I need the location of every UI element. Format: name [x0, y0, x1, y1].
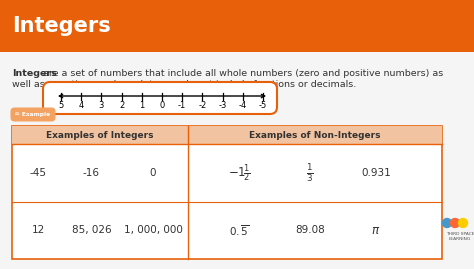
Text: Examples of Integers: Examples of Integers [46, 130, 154, 140]
Text: 0: 0 [150, 168, 156, 178]
Text: Integers: Integers [12, 69, 57, 78]
Text: 0: 0 [159, 101, 164, 111]
FancyBboxPatch shape [0, 0, 474, 52]
Text: -16: -16 [83, 168, 100, 178]
Text: -1: -1 [178, 101, 186, 111]
FancyBboxPatch shape [12, 126, 188, 144]
Text: are a set of numbers that include all whole numbers (zero and positive numbers) : are a set of numbers that include all wh… [40, 69, 444, 78]
Text: LEARNING: LEARNING [449, 236, 471, 240]
Text: 89.08: 89.08 [295, 225, 325, 235]
Text: -45: -45 [30, 168, 47, 178]
Text: 2: 2 [119, 101, 124, 111]
Circle shape [443, 218, 452, 228]
Circle shape [450, 218, 459, 228]
Text: THIRD SPACE: THIRD SPACE [446, 232, 474, 236]
Text: $-1\!\frac{1}{2}$: $-1\!\frac{1}{2}$ [228, 162, 250, 184]
Text: $0.\overline{5}$: $0.\overline{5}$ [229, 223, 249, 238]
Text: Integers: Integers [12, 16, 111, 36]
Text: 5: 5 [58, 101, 64, 111]
Circle shape [458, 218, 467, 228]
FancyBboxPatch shape [12, 126, 442, 259]
Text: Examples of Non-Integers: Examples of Non-Integers [249, 130, 381, 140]
FancyBboxPatch shape [10, 108, 55, 122]
Text: $\pi$: $\pi$ [372, 224, 381, 237]
Text: 1: 1 [139, 101, 145, 111]
Text: 0.931: 0.931 [361, 168, 391, 178]
Text: 12: 12 [32, 225, 45, 235]
Text: 85, 026: 85, 026 [72, 225, 111, 235]
Text: well as negative numbers. Integers do not include fractions or decimals.: well as negative numbers. Integers do no… [12, 80, 356, 89]
Text: -5: -5 [259, 101, 267, 111]
FancyBboxPatch shape [188, 126, 442, 144]
Text: 1, 000, 000: 1, 000, 000 [124, 225, 182, 235]
Text: 4: 4 [79, 101, 84, 111]
Text: -3: -3 [219, 101, 227, 111]
FancyBboxPatch shape [43, 82, 277, 114]
Text: ✏ Example: ✏ Example [16, 112, 51, 117]
Text: $\frac{1}{3}$: $\frac{1}{3}$ [306, 162, 314, 184]
Text: 3: 3 [99, 101, 104, 111]
Text: -4: -4 [239, 101, 247, 111]
Text: -2: -2 [198, 101, 207, 111]
